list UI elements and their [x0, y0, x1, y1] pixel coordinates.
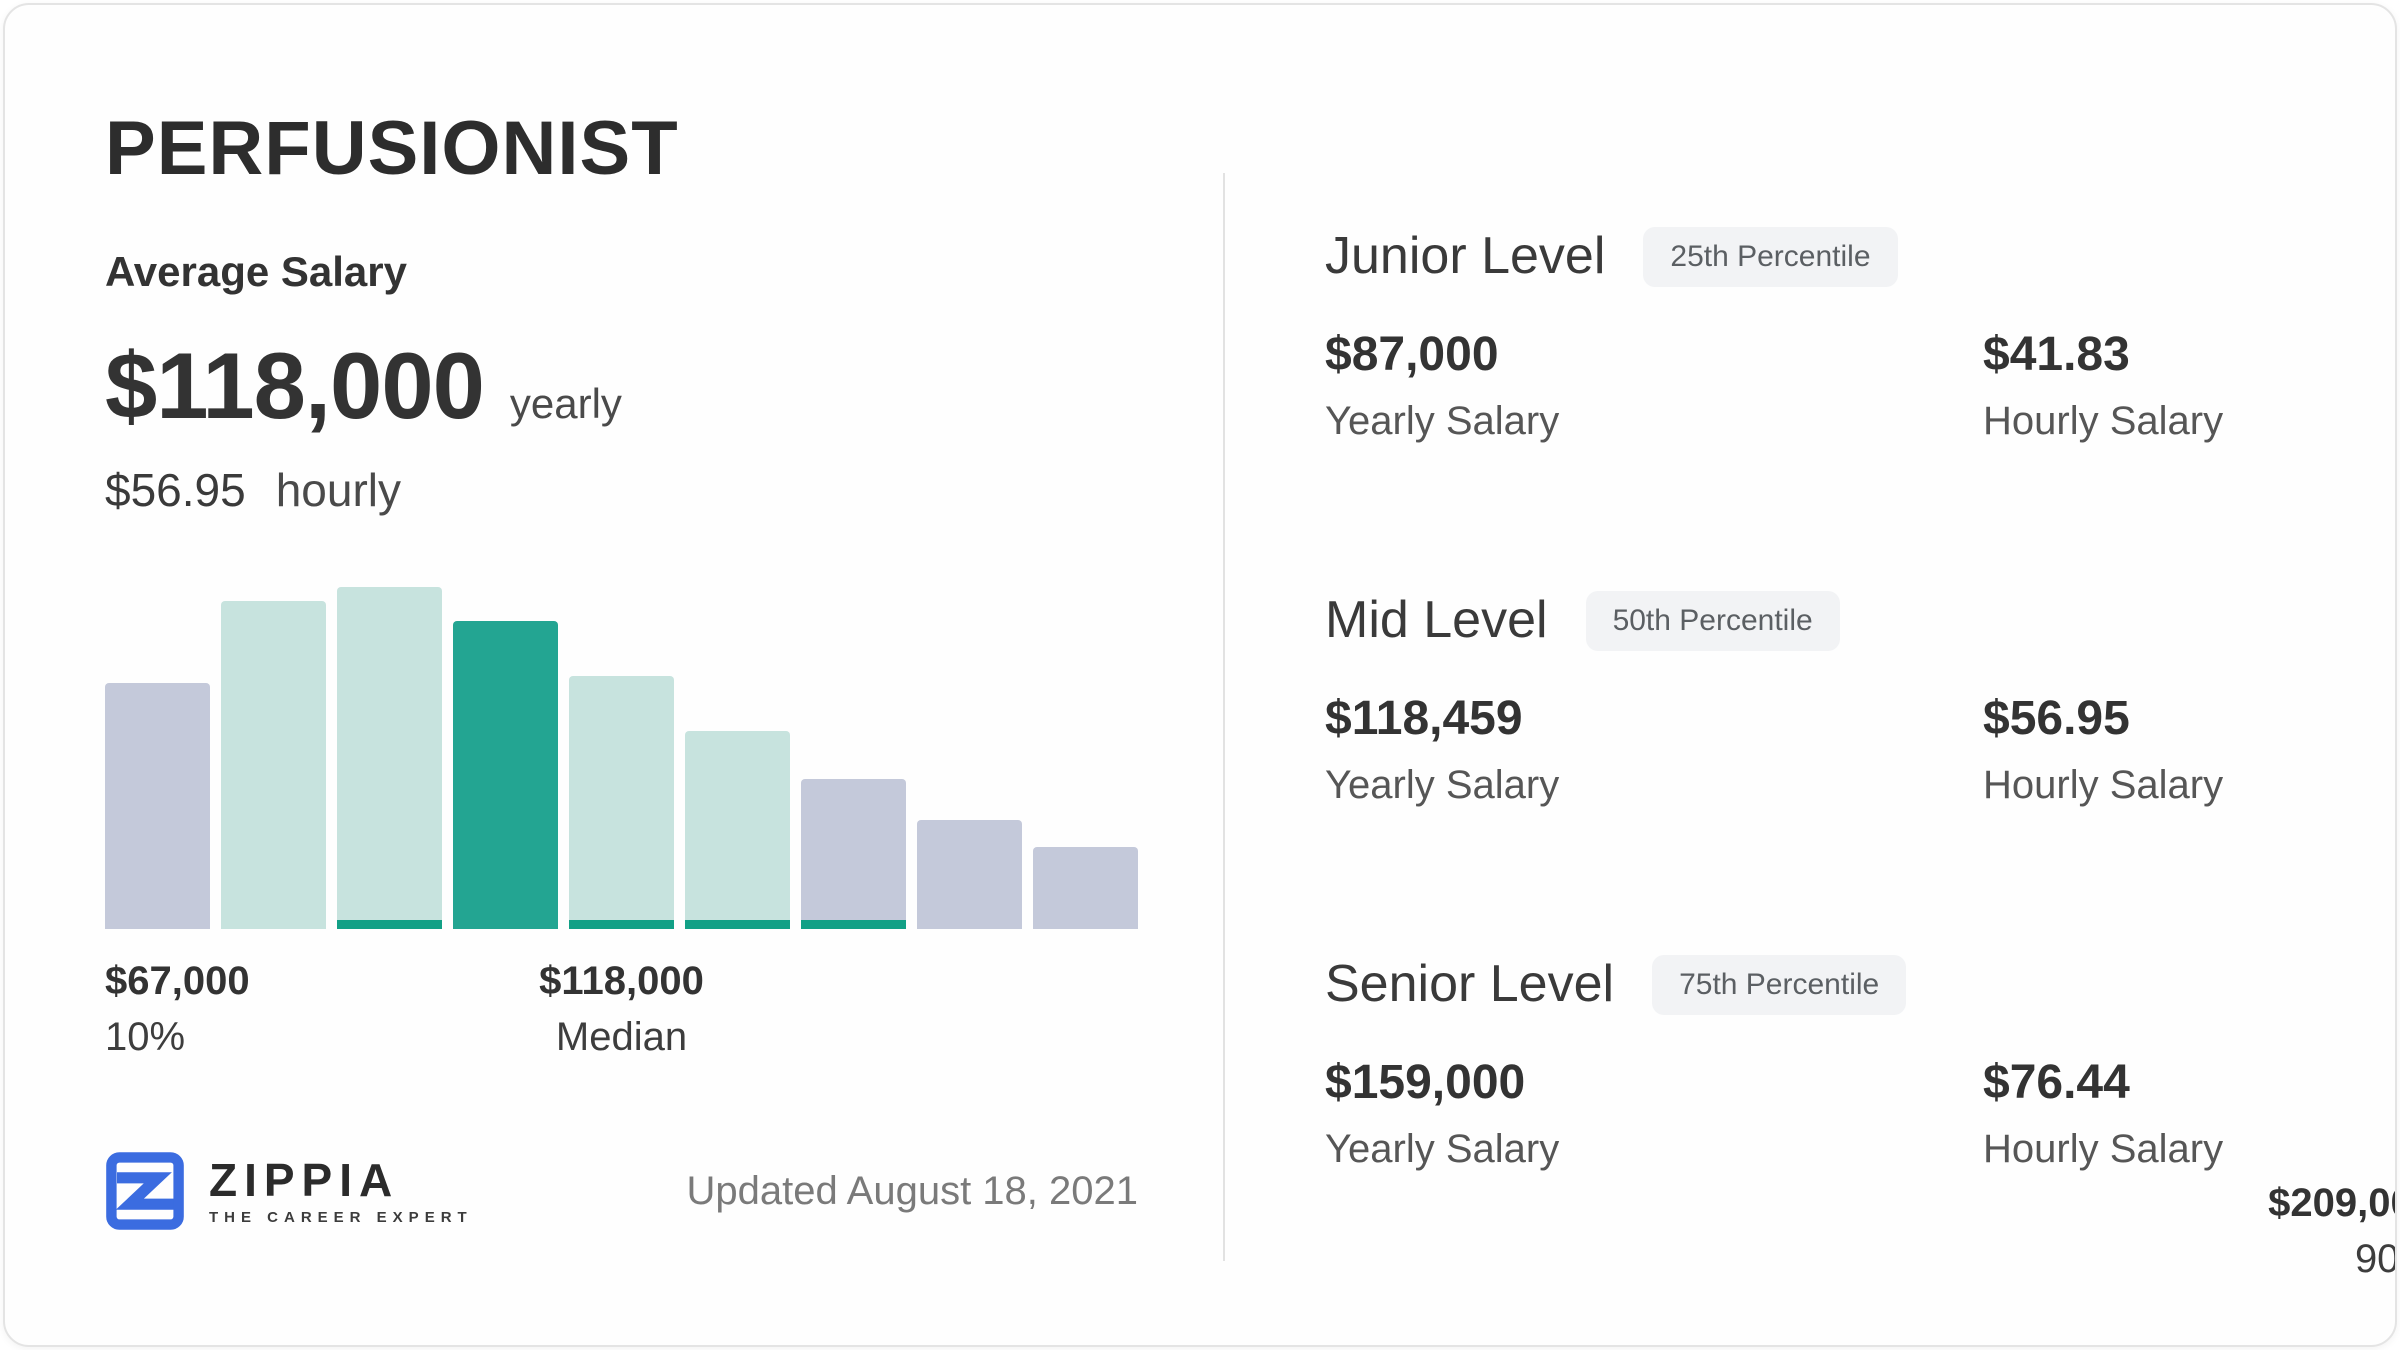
page-title: PERFUSIONIST	[105, 106, 679, 191]
footer: ZIPPIA THE CAREER EXPERT Updated August …	[105, 1151, 1138, 1231]
level-values: $87,000 Yearly Salary $41.83 Hourly Sala…	[1325, 328, 2335, 443]
level-name: Junior Level	[1325, 227, 1606, 286]
histogram-bar	[105, 682, 210, 929]
histogram-bar	[1033, 846, 1138, 929]
yearly-label: Yearly Salary	[1325, 399, 1560, 443]
percentile-badge: 50th Percentile	[1585, 591, 1840, 651]
zippia-logo: ZIPPIA THE CAREER EXPERT	[105, 1151, 473, 1231]
level-name: Mid Level	[1325, 591, 1548, 650]
histogram-bar	[569, 675, 674, 929]
salary-card: PERFUSIONIST Average Salary $118,000 yea…	[3, 3, 2397, 1347]
hourly-cell: $56.95 Hourly Salary	[1983, 692, 2335, 807]
hourly-salary-unit: hourly	[275, 464, 401, 516]
hourly-label: Hourly Salary	[1983, 763, 2224, 807]
level-section-junior: Junior Level 25th Percentile $87,000 Yea…	[1325, 227, 2335, 441]
axis-marker-median: $118,000 Median	[539, 961, 704, 1057]
level-section-mid: Mid Level 50th Percentile $118,459 Yearl…	[1325, 591, 2335, 805]
histogram-bar	[221, 600, 326, 929]
brand-name: ZIPPIA	[209, 1154, 400, 1206]
level-values: $118,459 Yearly Salary $56.95 Hourly Sal…	[1325, 692, 2335, 807]
axis-marker-10th: $67,000 10%	[105, 961, 1138, 1057]
level-name: Senior Level	[1325, 955, 1615, 1014]
histogram-bar	[337, 587, 442, 929]
axis-marker-value: $118,000	[539, 959, 704, 1003]
yearly-label: Yearly Salary	[1325, 1127, 1560, 1171]
histogram-bar	[801, 778, 906, 929]
yearly-amount: $118,459	[1325, 692, 1523, 745]
hourly-amount: $76.44	[1983, 1056, 2130, 1109]
hourly-amount: $56.95	[1983, 692, 2130, 745]
hourly-cell: $76.44 Hourly Salary	[1983, 1056, 2335, 1171]
percentile-badge: 25th Percentile	[1643, 227, 1898, 287]
bar-underline	[801, 920, 906, 929]
yearly-cell: $87,000 Yearly Salary	[1325, 328, 1983, 443]
brand-tagline: THE CAREER EXPERT	[209, 1209, 473, 1226]
bar-underline	[337, 920, 442, 929]
vertical-divider	[1223, 173, 1225, 1261]
level-header: Mid Level 50th Percentile	[1325, 591, 2335, 651]
level-header: Senior Level 75th Percentile	[1325, 955, 2335, 1015]
yearly-amount: $87,000	[1325, 328, 1499, 381]
yearly-cell: $118,459 Yearly Salary	[1325, 692, 1983, 807]
yearly-cell: $159,000 Yearly Salary	[1325, 1056, 1983, 1171]
axis-marker-90th: $209,000 90%	[1425, 1181, 2395, 1281]
level-values: $159,000 Yearly Salary $76.44 Hourly Sal…	[1325, 1056, 2335, 1171]
axis-marker-label: Median	[555, 1015, 688, 1059]
zippia-logo-text: ZIPPIA THE CAREER EXPERT	[209, 1157, 473, 1225]
axis-marker-value: $209,000	[2268, 1181, 2395, 1225]
yearly-amount: $159,000	[1325, 1056, 1526, 1109]
bar-underline	[685, 920, 790, 929]
histogram-axis-labels: $67,000 10% $118,000 Median $209,000 90%	[105, 961, 2395, 1279]
hourly-label: Hourly Salary	[1983, 399, 2224, 443]
yearly-salary-row: $118,000 yearly	[105, 339, 1138, 433]
right-panel: Junior Level 25th Percentile $87,000 Yea…	[1325, 227, 2335, 1319]
bar-underline	[569, 920, 674, 929]
hourly-label: Hourly Salary	[1983, 1127, 2224, 1171]
zippia-logo-icon	[106, 1152, 184, 1230]
axis-marker-label: 10%	[105, 1015, 186, 1059]
yearly-salary-value: $118,000	[105, 333, 485, 438]
level-section-senior: Senior Level 75th Percentile $159,000 Ye…	[1325, 955, 2335, 1169]
yearly-label: Yearly Salary	[1325, 763, 1560, 807]
left-panel: PERFUSIONIST Average Salary $118,000 yea…	[105, 5, 2395, 1279]
updated-date: Updated August 18, 2021	[686, 1168, 1138, 1213]
average-salary-label: Average Salary	[105, 248, 407, 295]
histogram-bar	[917, 819, 1022, 929]
hourly-amount: $41.83	[1983, 328, 2130, 381]
hourly-cell: $41.83 Hourly Salary	[1983, 328, 2335, 443]
hourly-salary-row: $56.95 hourly	[105, 467, 1138, 513]
axis-marker-label: 90%	[2354, 1237, 2395, 1281]
yearly-salary-unit: yearly	[509, 380, 622, 427]
axis-marker-value: $67,000	[105, 959, 250, 1003]
level-header: Junior Level 25th Percentile	[1325, 227, 2335, 287]
salary-histogram	[105, 587, 1138, 929]
histogram-bar	[685, 730, 790, 929]
histogram-bar	[453, 621, 558, 929]
percentile-badge: 75th Percentile	[1652, 955, 1907, 1015]
hourly-salary-value: $56.95	[105, 464, 246, 516]
